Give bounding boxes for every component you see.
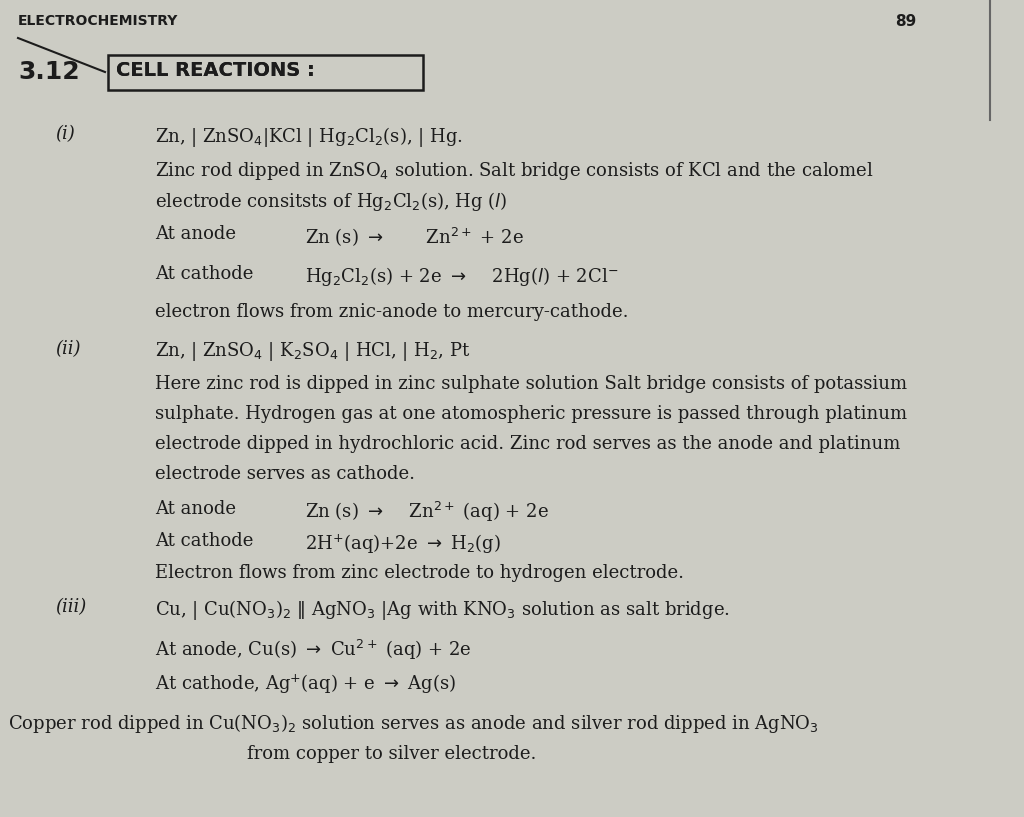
Text: 89: 89 — [895, 14, 916, 29]
Text: (i): (i) — [55, 125, 75, 143]
Text: from copper to silver electrode.: from copper to silver electrode. — [155, 745, 537, 763]
Text: Zn (s) $\rightarrow$       Zn$^{2+}$ + 2e: Zn (s) $\rightarrow$ Zn$^{2+}$ + 2e — [305, 225, 524, 248]
Text: electrode serves as cathode.: electrode serves as cathode. — [155, 465, 415, 483]
Text: CELL REACTIONS :: CELL REACTIONS : — [116, 61, 314, 80]
Text: Zn, | ZnSO$_4$ | K$_2$SO$_4$ | HCl, | H$_2$, Pt: Zn, | ZnSO$_4$ | K$_2$SO$_4$ | HCl, | H$… — [155, 340, 471, 363]
Text: At cathode, Ag$^{+}$(aq) + e $\rightarrow$ Ag(s): At cathode, Ag$^{+}$(aq) + e $\rightarro… — [155, 672, 457, 695]
Text: electrode dipped in hydrochloric acid. Zinc rod serves as the anode and platinum: electrode dipped in hydrochloric acid. Z… — [155, 435, 900, 453]
Text: Electron flows from zinc electrode to hydrogen electrode.: Electron flows from zinc electrode to hy… — [155, 564, 684, 582]
Text: Zn, | ZnSO$_4$|KCl | Hg$_2$Cl$_2$(s), | Hg.: Zn, | ZnSO$_4$|KCl | Hg$_2$Cl$_2$(s), | … — [155, 125, 463, 149]
Text: At anode: At anode — [155, 500, 236, 518]
Text: At cathode: At cathode — [155, 532, 253, 550]
Text: Hg$_2$Cl$_2$(s) + 2e $\rightarrow$    2Hg($l$) + 2Cl$^{-}$: Hg$_2$Cl$_2$(s) + 2e $\rightarrow$ 2Hg($… — [305, 265, 618, 288]
Text: electrode consitsts of Hg$_2$Cl$_2$(s), Hg ($l$): electrode consitsts of Hg$_2$Cl$_2$(s), … — [155, 190, 508, 213]
Text: 3.12: 3.12 — [18, 60, 80, 84]
Text: Cu, | Cu(NO$_3$)$_2$ $\|$ AgNO$_3$ |Ag with KNO$_3$ solution as salt bridge.: Cu, | Cu(NO$_3$)$_2$ $\|$ AgNO$_3$ |Ag w… — [155, 598, 730, 622]
Text: At anode, Cu(s) $\rightarrow$ Cu$^{2+}$ (aq) + 2e: At anode, Cu(s) $\rightarrow$ Cu$^{2+}$ … — [155, 638, 471, 662]
Text: Zinc rod dipped in ZnSO$_4$ solution. Salt bridge consists of KCl and the calome: Zinc rod dipped in ZnSO$_4$ solution. Sa… — [155, 160, 873, 182]
Bar — [108, 55, 423, 90]
Text: (iii): (iii) — [55, 598, 86, 616]
Text: Here zinc rod is dipped in zinc sulphate solution Salt bridge consists of potass: Here zinc rod is dipped in zinc sulphate… — [155, 375, 907, 393]
Text: At anode: At anode — [155, 225, 236, 243]
Text: CELL REACTIONS :: CELL REACTIONS : — [116, 61, 314, 80]
Text: Copper rod dipped in Cu(NO$_3$)$_2$ solution serves as anode and silver rod dipp: Copper rod dipped in Cu(NO$_3$)$_2$ solu… — [8, 712, 819, 735]
Text: At cathode: At cathode — [155, 265, 253, 283]
Text: (ii): (ii) — [55, 340, 81, 358]
Text: sulphate. Hydrogen gas at one atomospheric pressure is passed through platinum: sulphate. Hydrogen gas at one atomospher… — [155, 405, 907, 423]
Text: electron flows from znic-anode to mercury-cathode.: electron flows from znic-anode to mercur… — [155, 303, 629, 321]
Text: ELECTROCHEMISTRY: ELECTROCHEMISTRY — [18, 14, 178, 28]
Text: Zn (s) $\rightarrow$    Zn$^{2+}$ (aq) + 2e: Zn (s) $\rightarrow$ Zn$^{2+}$ (aq) + 2e — [305, 500, 549, 524]
Text: 2H$^{+}$(aq)+2e $\rightarrow$ H$_2$(g): 2H$^{+}$(aq)+2e $\rightarrow$ H$_2$(g) — [305, 532, 501, 555]
